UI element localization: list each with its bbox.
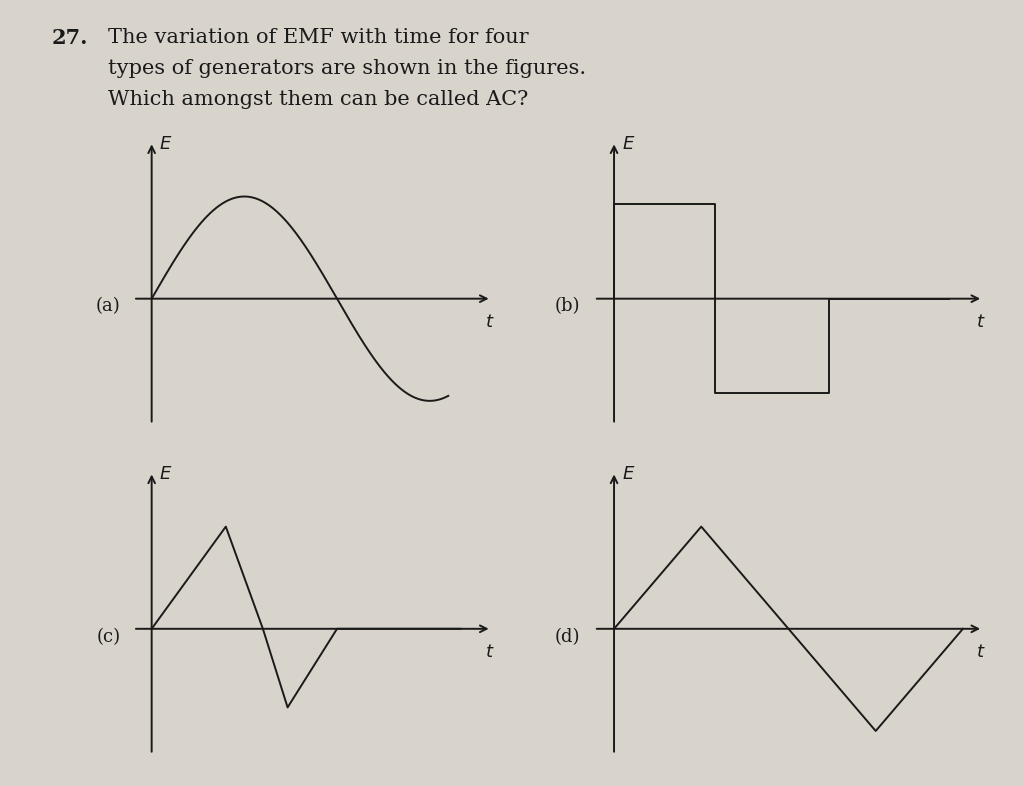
Text: $t$: $t$ xyxy=(976,313,985,331)
Text: $t$: $t$ xyxy=(976,643,985,661)
Text: $t$: $t$ xyxy=(484,643,495,661)
Text: (b): (b) xyxy=(555,298,581,315)
Text: $E$: $E$ xyxy=(159,465,172,483)
Text: Which amongst them can be called AC?: Which amongst them can be called AC? xyxy=(108,90,527,109)
Text: $E$: $E$ xyxy=(159,135,172,153)
Text: types of generators are shown in the figures.: types of generators are shown in the fig… xyxy=(108,59,586,78)
Text: (d): (d) xyxy=(555,628,581,645)
Text: The variation of EMF with time for four: The variation of EMF with time for four xyxy=(108,28,528,46)
Text: $t$: $t$ xyxy=(484,313,495,331)
Text: 27.: 27. xyxy=(51,28,88,47)
Text: $E$: $E$ xyxy=(622,465,635,483)
Text: (c): (c) xyxy=(96,628,121,645)
Text: (a): (a) xyxy=(96,298,121,315)
Text: $E$: $E$ xyxy=(622,135,635,153)
